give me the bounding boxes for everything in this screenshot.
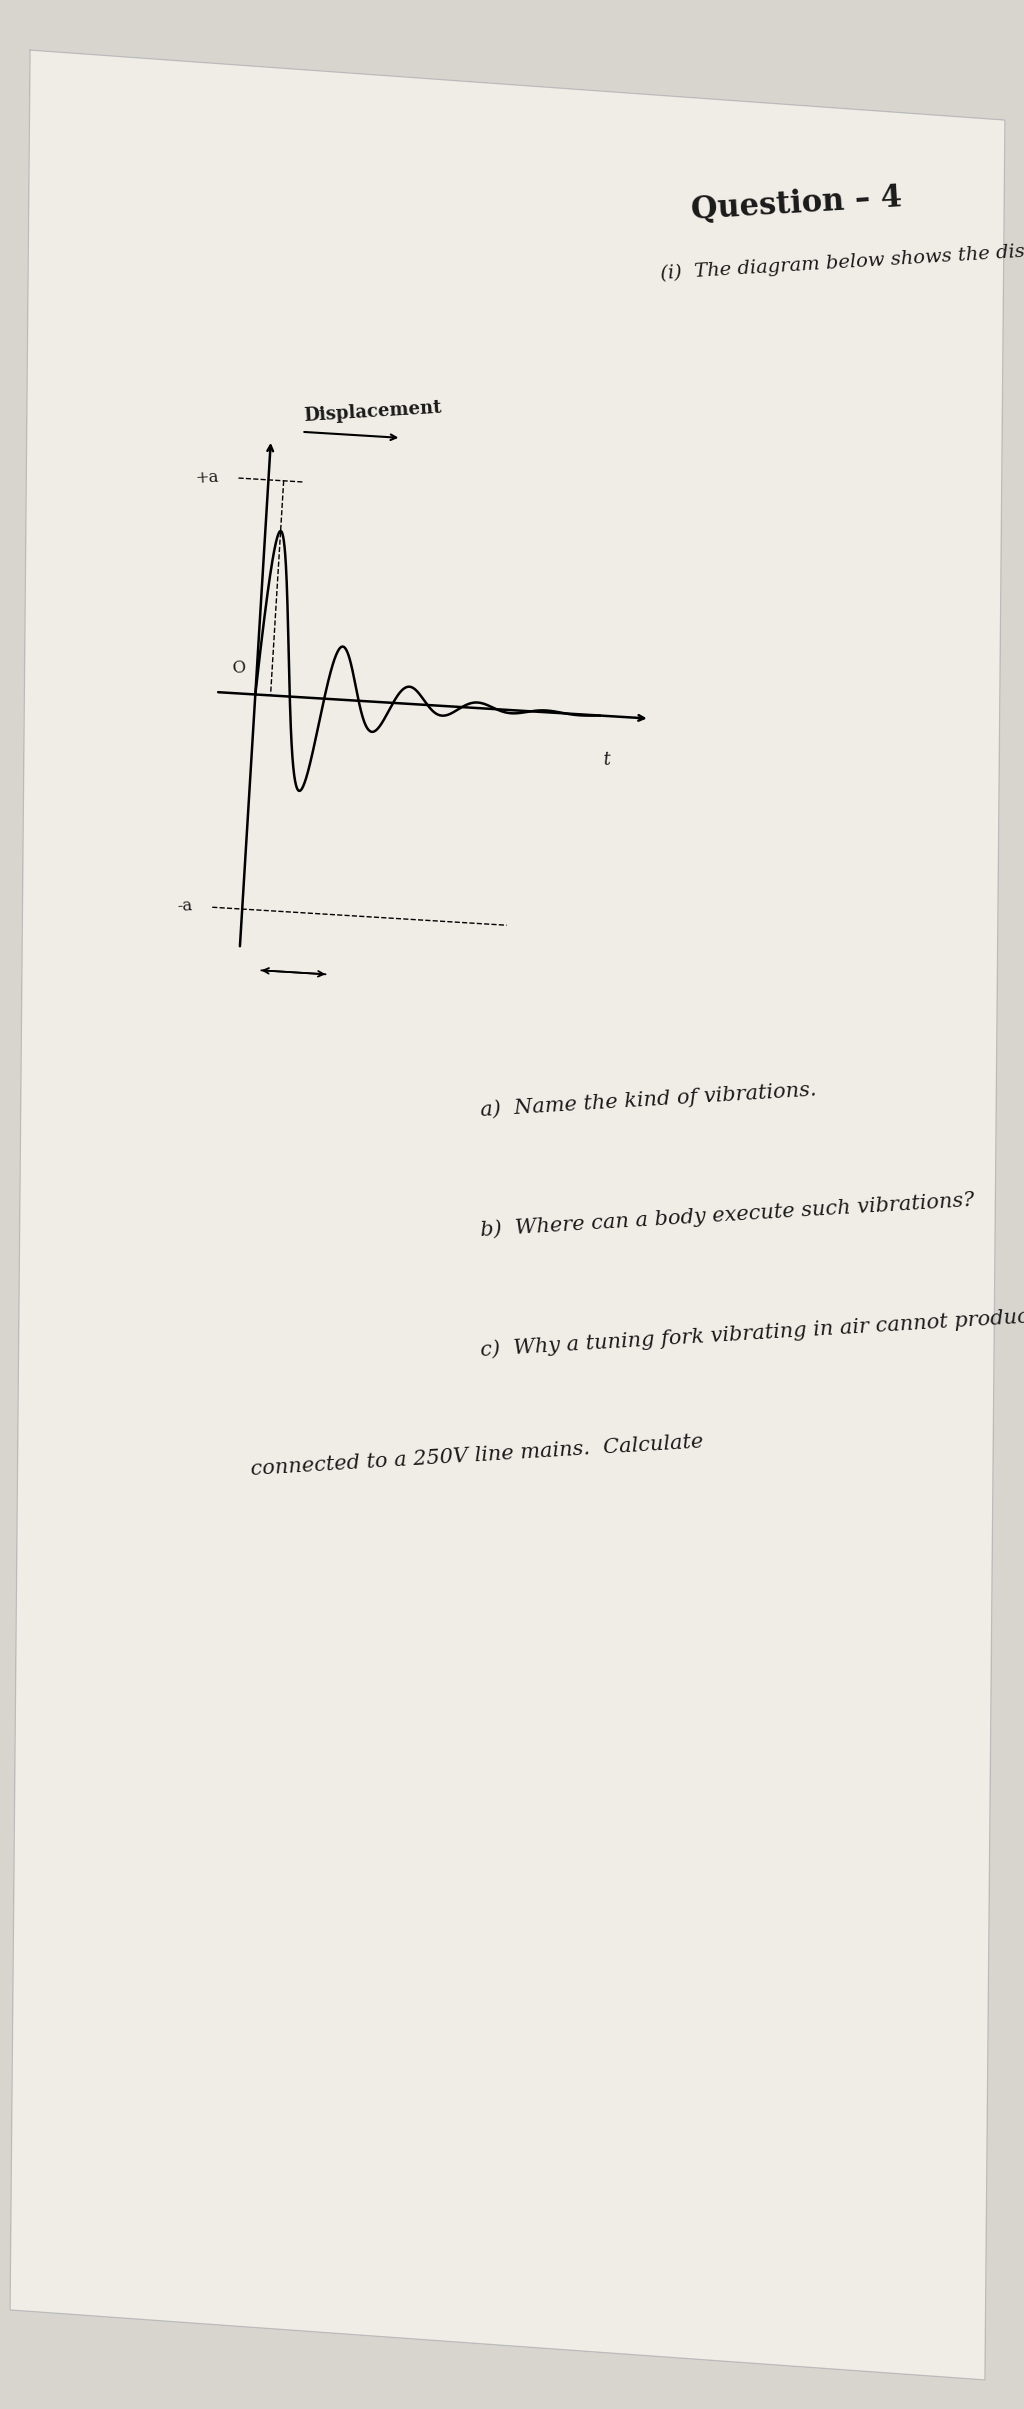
Polygon shape [10,51,1005,2380]
Text: b)  Where can a body execute such vibrations?: b) Where can a body execute such vibrati… [480,1190,975,1241]
Text: Question – 4: Question – 4 [690,183,903,226]
Text: -a: -a [176,899,193,915]
Text: t: t [602,749,611,768]
Text: +a: +a [195,467,219,487]
Text: c)  Why a tuning fork vibrating in air cannot produce such vibrations?  Calculat: c) Why a tuning fork vibrating in air ca… [480,1289,1024,1359]
Text: (i)  The diagram below shows the displacement – time graph of a vibrating body. : (i) The diagram below shows the displace… [660,214,1024,284]
Text: Displacement: Displacement [303,397,442,424]
Text: a)  Name the kind of vibrations.: a) Name the kind of vibrations. [480,1079,817,1120]
Text: O: O [231,660,246,677]
Text: connected to a 250V line mains.  Calculate: connected to a 250V line mains. Calculat… [250,1433,703,1479]
